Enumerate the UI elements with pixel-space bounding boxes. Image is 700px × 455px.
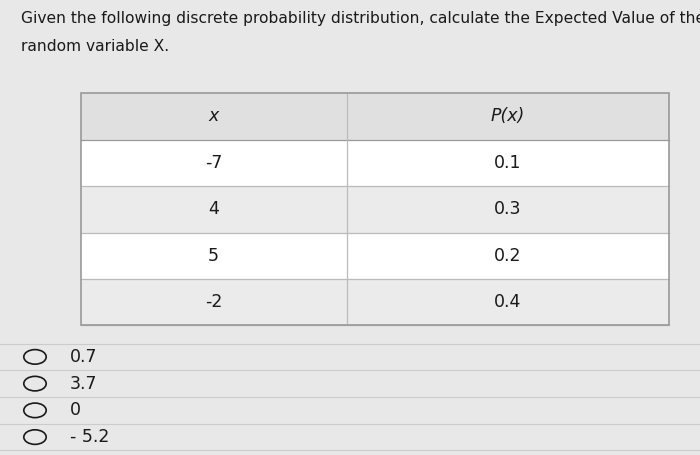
- Text: 0.4: 0.4: [494, 293, 522, 311]
- Bar: [80, 279, 668, 325]
- Text: 4: 4: [208, 200, 219, 218]
- Text: 0.1: 0.1: [494, 154, 522, 172]
- Bar: [80, 93, 668, 140]
- Text: 0.3: 0.3: [494, 200, 522, 218]
- Text: - 5.2: - 5.2: [70, 428, 109, 446]
- Text: 0.2: 0.2: [494, 247, 522, 265]
- Text: 0.7: 0.7: [70, 348, 97, 366]
- Text: 5: 5: [208, 247, 219, 265]
- Text: 0: 0: [70, 401, 81, 420]
- Text: P(x): P(x): [491, 107, 524, 126]
- Bar: [80, 93, 668, 325]
- Bar: [80, 233, 668, 279]
- Text: -7: -7: [205, 154, 222, 172]
- Bar: [80, 93, 668, 325]
- Text: -2: -2: [205, 293, 222, 311]
- Text: x: x: [209, 107, 218, 126]
- Text: 3.7: 3.7: [70, 374, 97, 393]
- Text: Given the following discrete probability distribution, calculate the Expected Va: Given the following discrete probability…: [21, 11, 700, 26]
- Bar: [80, 140, 668, 186]
- Bar: [80, 186, 668, 233]
- Text: random variable X.: random variable X.: [21, 39, 169, 54]
